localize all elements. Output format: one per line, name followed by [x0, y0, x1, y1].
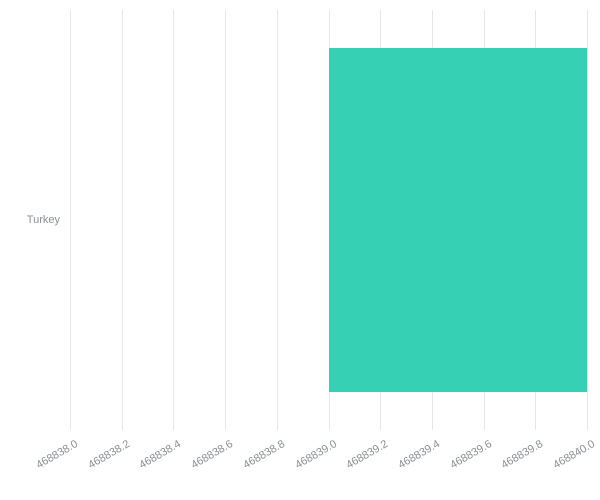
x-gridline [173, 10, 174, 430]
x-axis-tick-label: 468839.0 [281, 438, 339, 478]
x-axis-tick-label: 468838.0 [22, 438, 80, 478]
x-gridline [277, 10, 278, 430]
x-axis-tick-label: 468839.8 [487, 438, 545, 478]
bar [329, 48, 588, 392]
x-axis-tick-label: 468839.4 [384, 438, 442, 478]
x-gridline [122, 10, 123, 430]
x-axis-tick-label: 468839.2 [332, 438, 390, 478]
x-axis-tick-label: 468838.4 [125, 438, 183, 478]
chart-container: 468838.0468838.2468838.4468838.6468838.8… [0, 0, 600, 500]
x-axis-tick-label: 468840.0 [539, 438, 597, 478]
x-axis-tick-label: 468838.8 [229, 438, 287, 478]
x-axis-tick-label: 468838.6 [177, 438, 235, 478]
x-gridline [225, 10, 226, 430]
y-axis-tick-label: Turkey [0, 214, 60, 226]
x-axis-tick-label: 468838.2 [74, 438, 132, 478]
x-axis-tick-label: 468839.6 [436, 438, 494, 478]
y-axis-line [70, 10, 71, 430]
plot-area [70, 10, 587, 430]
x-gridline [587, 10, 588, 430]
